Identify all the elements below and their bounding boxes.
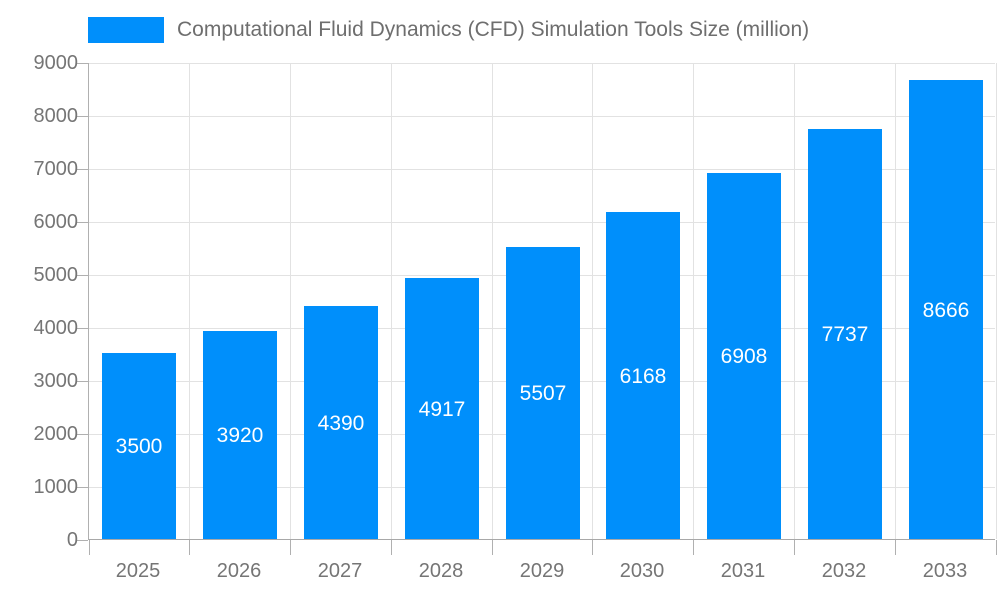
x-axis-tick	[290, 540, 292, 555]
bar-2033[interactable]	[909, 80, 983, 539]
gridline-vertical	[894, 63, 896, 539]
x-axis-tick	[894, 540, 896, 555]
gridline-vertical	[592, 63, 594, 539]
x-axis-tick-label: 2029	[519, 560, 565, 582]
bar-2026[interactable]	[203, 331, 277, 539]
y-axis-tick-label: 9000	[33, 52, 79, 74]
x-axis-tick-label: 2032	[821, 560, 867, 582]
y-axis-tick-label: 0	[66, 529, 78, 551]
x-axis-tick-label: 2030	[619, 560, 665, 582]
x-axis-tick	[592, 540, 594, 555]
gridline-vertical	[290, 63, 292, 539]
y-axis-tick	[76, 486, 88, 488]
gridline-horizontal	[89, 115, 995, 117]
y-axis-tick	[76, 380, 88, 382]
x-axis-tick-label: 2033	[922, 560, 968, 582]
y-axis-tick	[76, 274, 88, 276]
y-axis-tick	[76, 433, 88, 435]
bar-2028[interactable]	[405, 278, 479, 539]
bar-2025[interactable]	[102, 353, 176, 539]
x-axis-tick	[995, 540, 997, 555]
y-axis-tick-label: 5000	[33, 264, 79, 286]
bar-2031[interactable]	[707, 173, 781, 539]
y-axis-tick-label: 8000	[33, 105, 79, 127]
y-axis-tick-label: 3000	[33, 370, 79, 392]
y-axis-tick	[76, 62, 88, 64]
bar-2032[interactable]	[808, 129, 882, 539]
y-axis-tick-label: 6000	[33, 211, 79, 233]
y-axis-tick-label: 7000	[33, 158, 79, 180]
x-axis-tick	[189, 540, 191, 555]
legend-swatch	[88, 17, 164, 43]
gridline-vertical	[693, 63, 695, 539]
x-axis-tick	[793, 540, 795, 555]
x-axis-tick-label: 2031	[720, 560, 766, 582]
bar-2027[interactable]	[304, 306, 378, 539]
gridline-vertical	[390, 63, 392, 539]
plot-area: 3500 3920 4390 4917 5507 6168 6908 7737 8666	[76, 62, 997, 555]
x-axis-tick-label: 2026	[216, 560, 262, 582]
legend[interactable]: Computational Fluid Dynamics (CFD) Simul…	[88, 17, 809, 43]
x-axis-tick-label: 2025	[115, 560, 161, 582]
x-axis-tick	[88, 540, 90, 555]
bar-2029[interactable]	[506, 247, 580, 539]
y-axis-tick	[76, 327, 88, 329]
gridline-horizontal	[89, 62, 995, 64]
x-axis-tick	[693, 540, 695, 555]
gridline-horizontal	[89, 221, 995, 223]
y-axis-tick-label: 1000	[33, 476, 79, 498]
gridline-vertical	[491, 63, 493, 539]
y-axis-tick	[76, 115, 88, 117]
y-axis-tick	[76, 539, 88, 541]
gridline-horizontal	[89, 168, 995, 170]
gridline-vertical	[793, 63, 795, 539]
gridline-vertical	[189, 63, 191, 539]
gridline-vertical	[995, 63, 997, 539]
x-axis-tick	[491, 540, 493, 555]
bar-2030[interactable]	[606, 212, 680, 539]
y-axis-tick	[76, 168, 88, 170]
y-axis-tick-label: 4000	[33, 317, 79, 339]
y-axis-tick	[76, 221, 88, 223]
chart-title: Computational Fluid Dynamics (CFD) Simul…	[177, 18, 810, 41]
y-axis-tick-label: 2000	[33, 423, 79, 445]
x-axis-tick-label: 2027	[317, 560, 363, 582]
x-axis-tick-label: 2028	[418, 560, 464, 582]
x-axis-tick	[390, 540, 392, 555]
